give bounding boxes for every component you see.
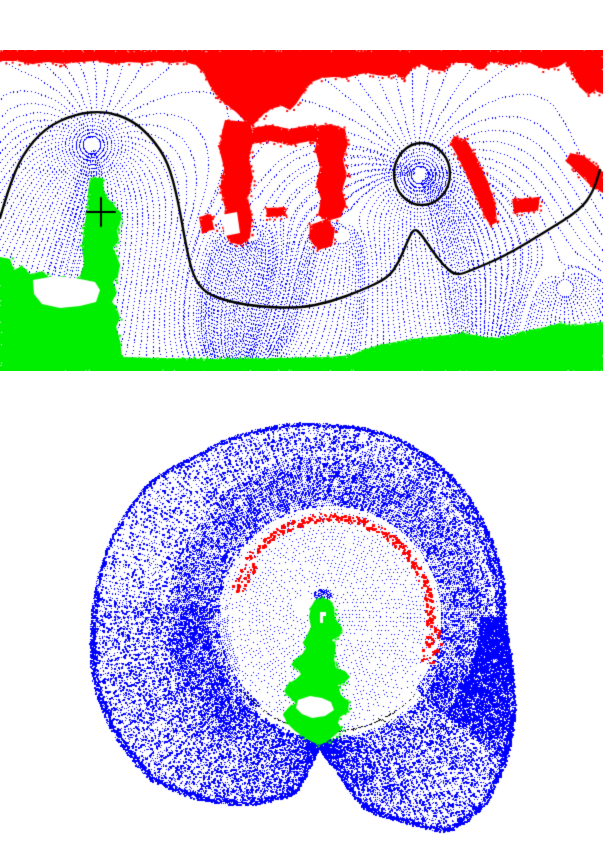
current-sheet-spiral-panel (0, 415, 603, 841)
synoptic-field-map-panel (0, 50, 603, 371)
